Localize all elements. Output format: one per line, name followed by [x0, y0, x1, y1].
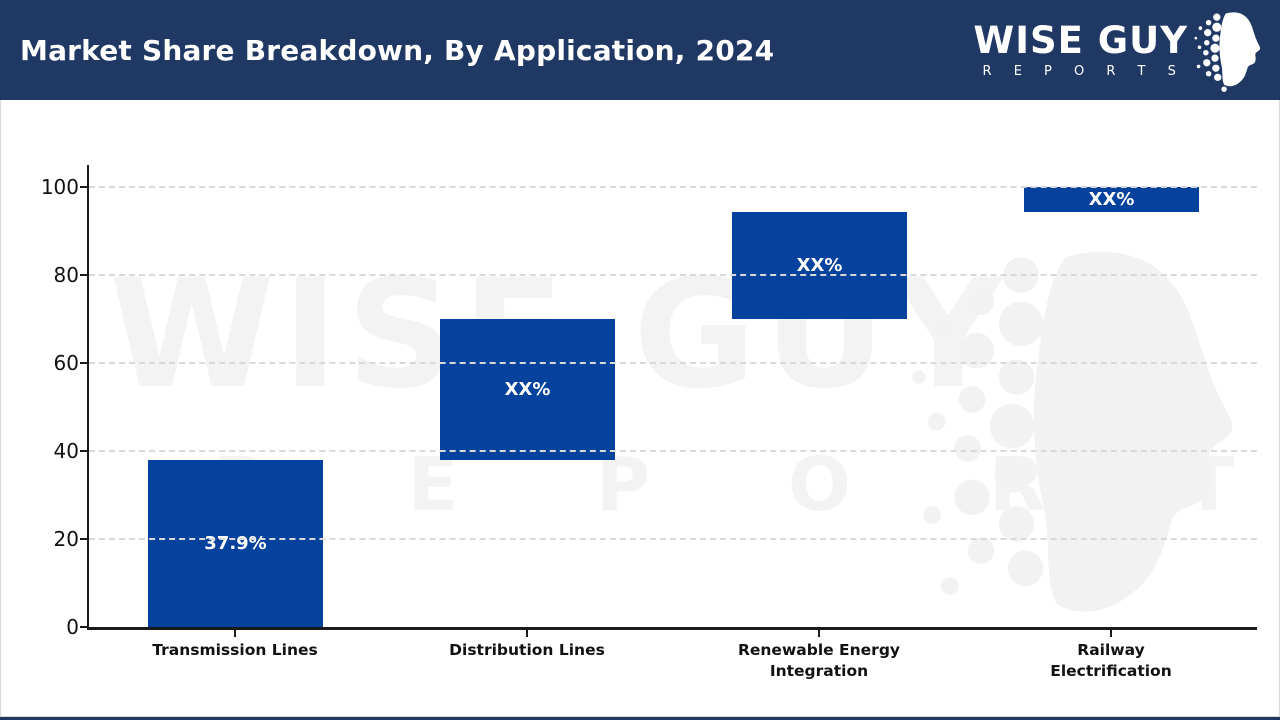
face-profile-dots-icon — [1194, 12, 1261, 92]
y-tick-label: 100 — [40, 175, 79, 199]
category-label: Distribution Lines — [449, 641, 605, 659]
y-tick-mark — [80, 274, 88, 276]
bar: 37.9% — [148, 460, 323, 627]
x-tick-mark — [234, 630, 236, 637]
category-label: Railway Electrification — [1050, 641, 1172, 680]
gridline — [89, 538, 1257, 540]
x-tick-mark — [526, 630, 528, 637]
footer-accent-bar — [0, 717, 1280, 720]
bar: XX% — [732, 212, 907, 319]
bar-value-label: XX% — [1088, 189, 1135, 210]
x-tick-mark — [1110, 630, 1112, 637]
y-tick-mark — [80, 362, 88, 364]
logo-text: WISE GUY R E P O R T S — [973, 22, 1188, 78]
y-axis-line — [87, 165, 89, 630]
gridline — [89, 362, 1257, 364]
logo-wordmark: WISE GUY — [973, 19, 1188, 62]
watermark-face-profile-dots-icon — [912, 251, 1233, 612]
logo-subtitle: R E P O R T S — [982, 64, 1185, 79]
y-tick-mark — [80, 450, 88, 452]
y-tick-mark — [80, 186, 88, 188]
category-label: Renewable Energy Integration — [737, 641, 901, 680]
gridline — [89, 450, 1257, 452]
y-tick-label: 60 — [53, 351, 79, 375]
chart-canvas: WISE GUY R E P O R T S 02040608010037.9%… — [0, 100, 1280, 717]
header-bar: Market Share Breakdown, By Application, … — [0, 0, 1280, 100]
y-tick-mark — [80, 626, 88, 628]
gridline — [89, 274, 1257, 276]
y-tick-label: 20 — [53, 527, 79, 551]
x-axis-line — [89, 627, 1257, 630]
bar: XX% — [440, 319, 615, 460]
gridline — [89, 186, 1257, 188]
y-tick-label: 0 — [66, 615, 79, 639]
bar: XX% — [1024, 187, 1199, 212]
bar-value-label: 37.9% — [204, 533, 267, 554]
category-label: Transmission Lines — [152, 641, 318, 659]
x-tick-mark — [818, 630, 820, 637]
y-tick-label: 80 — [53, 263, 79, 287]
wise-guy-reports-logo: WISE GUY R E P O R T S — [973, 8, 1266, 92]
y-tick-mark — [80, 538, 88, 540]
bar-value-label: XX% — [796, 255, 843, 276]
page-title: Market Share Breakdown, By Application, … — [20, 33, 775, 67]
y-tick-label: 40 — [53, 439, 79, 463]
bar-value-label: XX% — [504, 379, 551, 400]
